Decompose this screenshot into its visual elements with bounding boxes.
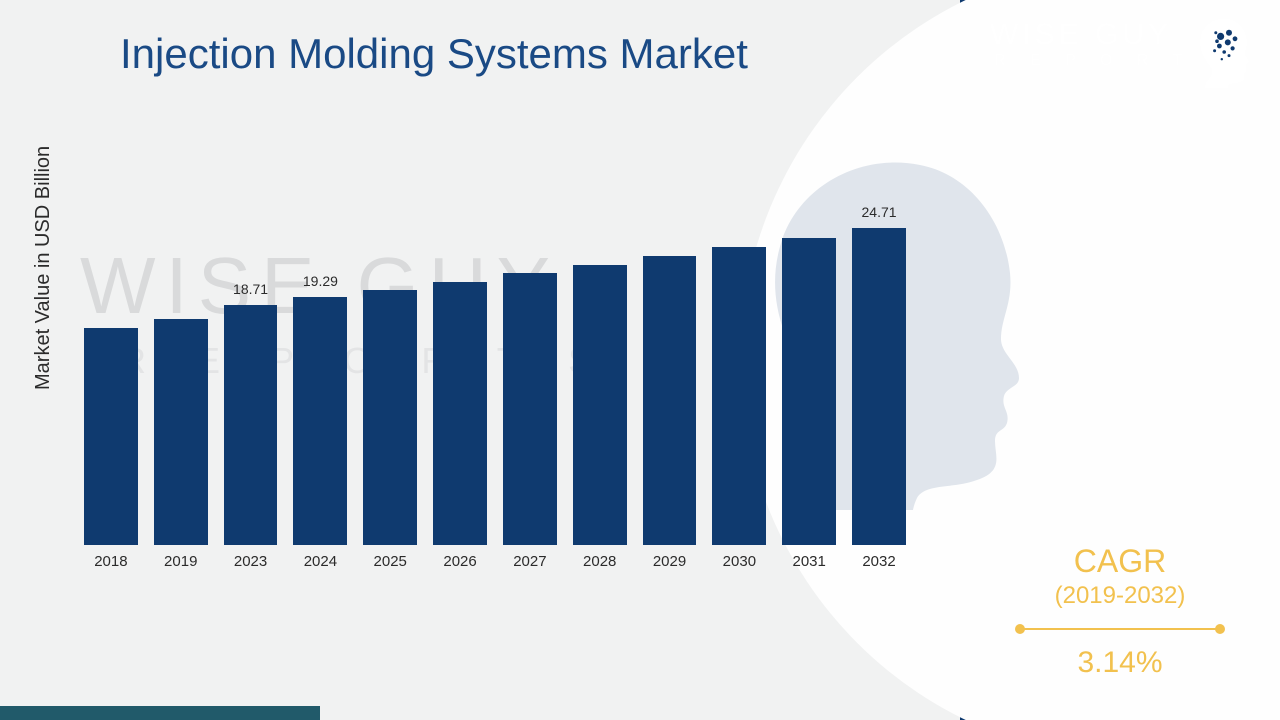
x-tick-label: 2025 [363,545,417,580]
bar-chart: 18.71 19.29 24.71 2018 2019 2023 2024 2025 2026… [80,160,910,580]
cagr-label: CAGR [1000,543,1240,580]
x-tick-label: 2018 [84,545,138,580]
bar-slot [154,295,208,545]
x-tick-label: 2027 [503,545,557,580]
bar [503,273,557,545]
x-tick-label: 2030 [712,545,766,580]
bar-slot [363,266,417,545]
bar [293,297,347,545]
bar-slot [712,223,766,545]
cagr-divider [1020,628,1220,630]
cagr-value: 3.14% [1000,646,1240,680]
bar [712,247,766,545]
bar [224,305,278,545]
x-tick-label: 2032 [852,545,906,580]
x-tick-label: 2023 [224,545,278,580]
x-tick-label: 2031 [782,545,836,580]
x-tick-label: 2029 [643,545,697,580]
bar [852,228,906,545]
cagr-range: (2019-2032) [1000,582,1240,610]
x-tick-label: 2024 [293,545,347,580]
bar-chart-ticks: 2018 2019 2023 2024 2025 2026 2027 2028 2029 2030… [80,545,910,580]
bar-value-label: 18.71 [233,281,268,299]
cagr-block: CAGR (2019-2032) 3.14% [1000,543,1240,680]
x-tick-label: 2026 [433,545,487,580]
brand-head-icon [1192,16,1254,88]
bar-slot: 24.71 [852,204,906,545]
bar-value-label: 19.29 [303,273,338,291]
bar [363,290,417,545]
bar-slot [84,304,138,545]
bar-slot [643,232,697,545]
bar-slot [433,258,487,545]
bar-slot [503,249,557,545]
y-axis-label: Market Value in USD Billion [32,146,55,390]
bar [433,282,487,545]
bar-slot [782,214,836,545]
bar [573,265,627,545]
bar-slot [573,241,627,545]
bar [84,328,138,545]
bar [643,256,697,545]
bar-value-label: 24.71 [862,204,897,222]
x-tick-label: 2028 [573,545,627,580]
x-tick-label: 2019 [154,545,208,580]
bar-chart-plot: 18.71 19.29 24.71 [80,160,910,545]
brand-logo: WISE GUY R E P O R T S [990,18,1250,70]
chart-title: Injection Molding Systems Market [120,30,748,78]
bar [782,238,836,545]
bar-slot: 19.29 [293,273,347,545]
page-root: WISE GUY R E P O R T S Injection Molding… [0,0,1280,720]
footer-accent-bar [0,706,320,720]
bar-slot: 18.71 [224,281,278,545]
bar [154,319,208,545]
